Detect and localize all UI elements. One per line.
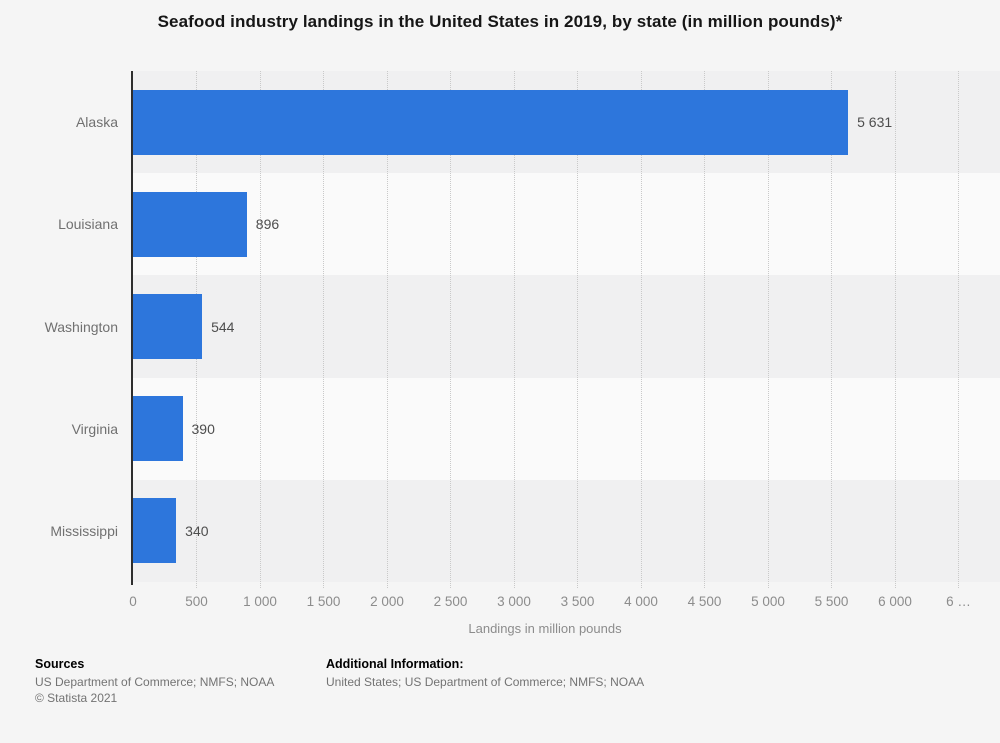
gridline	[323, 71, 325, 588]
x-axis-ticks: 0 500 1 000 1 500 2 000 2 500 3 000 3 500 4 000 4…	[0, 594, 1000, 612]
sources-heading: Sources	[35, 657, 85, 671]
x-tick-label: 1 000	[243, 594, 277, 609]
value-label: 5 631	[857, 114, 893, 131]
gridline	[958, 71, 960, 588]
x-tick-label: 3 500	[560, 594, 595, 609]
category-label: Mississippi	[50, 522, 118, 539]
sources-text: US Department of Commerce; NMFS; NOAA	[35, 675, 275, 689]
chart-footer: Sources US Department of Commerce; NMFS;…	[35, 657, 1000, 717]
x-axis-title: Landings in million pounds	[468, 621, 622, 636]
gridline	[450, 71, 452, 588]
gridline	[704, 71, 706, 588]
x-tick-label: 6 000	[878, 594, 912, 609]
data-bar	[133, 498, 177, 564]
x-tick-label: 500	[185, 594, 208, 609]
value-label: 896	[255, 216, 280, 233]
gridline	[513, 71, 515, 588]
row-band	[133, 173, 1000, 276]
category-label: Alaska	[75, 114, 118, 131]
data-bar	[133, 294, 203, 359]
gridline	[386, 71, 388, 588]
sources-block: Sources US Department of Commerce; NMFS;…	[35, 657, 274, 706]
category-label: Washington	[44, 318, 118, 335]
y-axis-line	[131, 71, 133, 585]
data-bar	[133, 191, 247, 257]
gridline	[640, 71, 642, 588]
plot-area: 5 631 896 544 390 340	[133, 71, 1000, 588]
value-label: 544	[211, 318, 235, 335]
chart-title: Seafood industry landings in the United …	[157, 12, 843, 31]
category-label: Virginia	[71, 420, 118, 437]
value-label: 340	[185, 522, 209, 539]
gridline	[767, 71, 769, 588]
additional-info-text: United States; US Department of Commerce…	[326, 675, 645, 689]
row-band	[133, 479, 1000, 582]
value-label: 390	[191, 420, 215, 437]
x-tick-label: 4 500	[687, 594, 722, 609]
x-tick-label: 1 500	[306, 594, 341, 609]
x-tick-label: 5 500	[814, 594, 849, 609]
x-tick-label: 5 000	[751, 594, 785, 609]
gridline	[259, 71, 261, 588]
category-labels: Alaska Louisiana Washington Virginia Mississ…	[0, 71, 118, 582]
category-label: Louisiana	[58, 216, 118, 233]
gridline	[577, 71, 579, 588]
x-tick-label: 4 000	[624, 594, 658, 609]
data-bar	[133, 396, 183, 462]
row-band	[133, 275, 1000, 378]
x-tick-label: 6 …	[946, 594, 971, 609]
gridline	[894, 71, 896, 588]
additional-info-block: Additional Information: United States; U…	[326, 657, 644, 691]
data-bar	[133, 89, 849, 155]
x-tick-label: 0	[129, 594, 137, 609]
gridline	[831, 71, 833, 588]
x-tick-label: 3 000	[497, 594, 531, 609]
x-tick-label: 2 500	[433, 594, 468, 609]
x-tick-label: 2 000	[370, 594, 404, 609]
row-band	[133, 377, 1000, 480]
copyright-text: © Statista 2021	[35, 690, 118, 705]
additional-info-heading: Additional Information:	[326, 657, 464, 671]
